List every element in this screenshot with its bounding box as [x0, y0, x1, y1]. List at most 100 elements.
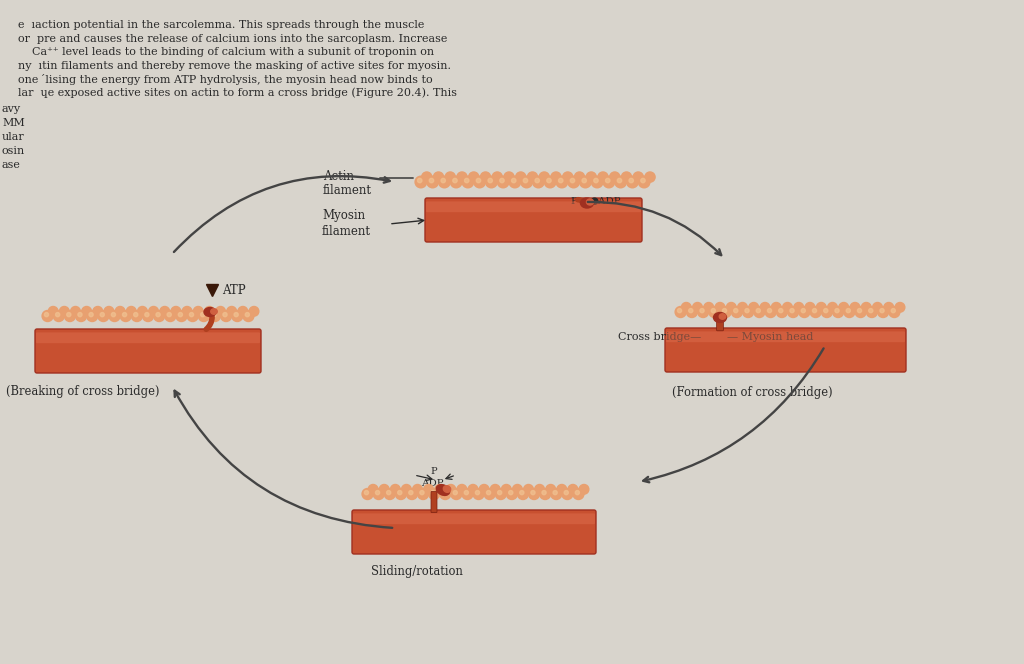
Circle shape [429, 179, 434, 183]
Circle shape [474, 176, 485, 188]
Circle shape [176, 311, 187, 321]
Circle shape [523, 485, 534, 494]
Circle shape [586, 172, 596, 182]
Circle shape [771, 303, 781, 312]
Circle shape [627, 176, 638, 188]
Circle shape [582, 179, 587, 183]
Circle shape [87, 311, 97, 321]
Circle shape [210, 311, 220, 321]
Circle shape [530, 491, 536, 495]
Circle shape [212, 313, 216, 317]
Circle shape [148, 307, 159, 316]
Circle shape [485, 176, 498, 188]
Circle shape [523, 179, 527, 183]
Circle shape [742, 307, 754, 317]
Circle shape [53, 311, 65, 321]
Circle shape [438, 176, 451, 188]
Circle shape [517, 489, 528, 499]
Circle shape [513, 485, 522, 494]
Circle shape [42, 311, 53, 321]
Circle shape [182, 307, 191, 316]
Circle shape [123, 313, 127, 317]
Circle shape [778, 309, 783, 313]
Ellipse shape [204, 307, 216, 317]
Circle shape [540, 172, 549, 182]
Text: — Myosin head: — Myosin head [727, 332, 813, 342]
Circle shape [749, 303, 759, 312]
Text: avy: avy [2, 104, 22, 114]
Circle shape [645, 172, 655, 182]
Circle shape [76, 311, 87, 321]
FancyBboxPatch shape [35, 329, 261, 373]
Circle shape [433, 172, 443, 182]
Circle shape [891, 309, 895, 313]
Circle shape [573, 489, 584, 499]
Circle shape [131, 311, 142, 321]
Circle shape [65, 311, 76, 321]
Circle shape [144, 313, 148, 317]
Circle shape [109, 311, 120, 321]
Circle shape [723, 309, 727, 313]
Circle shape [435, 485, 444, 494]
Circle shape [78, 313, 82, 317]
Circle shape [154, 311, 165, 321]
Circle shape [754, 307, 765, 317]
Circle shape [100, 313, 104, 317]
Circle shape [810, 307, 821, 317]
Circle shape [238, 307, 248, 316]
Circle shape [880, 309, 884, 313]
Circle shape [490, 485, 500, 494]
Circle shape [89, 313, 93, 317]
Circle shape [878, 307, 889, 317]
FancyBboxPatch shape [426, 201, 641, 212]
Circle shape [422, 172, 432, 182]
Circle shape [142, 311, 154, 321]
Circle shape [120, 311, 131, 321]
Circle shape [506, 489, 517, 499]
Circle shape [895, 303, 905, 312]
Circle shape [805, 303, 815, 312]
Circle shape [765, 307, 776, 317]
Circle shape [720, 307, 731, 317]
Text: Cross bridge—: Cross bridge— [618, 332, 701, 342]
Circle shape [442, 491, 446, 495]
Ellipse shape [436, 485, 450, 495]
FancyBboxPatch shape [666, 331, 905, 342]
Circle shape [782, 303, 793, 312]
Circle shape [816, 303, 826, 312]
Circle shape [82, 307, 91, 316]
Circle shape [401, 485, 412, 494]
Text: filament: filament [322, 224, 371, 238]
Circle shape [678, 309, 682, 313]
Circle shape [733, 309, 738, 313]
Circle shape [580, 176, 591, 188]
Circle shape [390, 485, 400, 494]
Circle shape [605, 179, 610, 183]
Text: ATP: ATP [222, 284, 246, 297]
Circle shape [580, 485, 589, 494]
Circle shape [756, 309, 761, 313]
Circle shape [429, 489, 439, 499]
Circle shape [545, 176, 556, 188]
Circle shape [801, 309, 805, 313]
Text: ny  ıtin filaments and thereby remove the masking of active sites for myosin.: ny ıtin filaments and thereby remove the… [18, 60, 451, 70]
Circle shape [570, 179, 574, 183]
Circle shape [844, 307, 855, 317]
Circle shape [220, 311, 231, 321]
FancyBboxPatch shape [352, 510, 596, 554]
Circle shape [453, 179, 457, 183]
Circle shape [521, 176, 532, 188]
Circle shape [67, 313, 71, 317]
Circle shape [821, 307, 833, 317]
Circle shape [884, 303, 894, 312]
Circle shape [622, 172, 632, 182]
Circle shape [535, 179, 540, 183]
Circle shape [551, 489, 562, 499]
Circle shape [178, 313, 182, 317]
Circle shape [488, 179, 493, 183]
Circle shape [171, 307, 180, 316]
Circle shape [468, 485, 478, 494]
Ellipse shape [211, 309, 217, 314]
Circle shape [827, 303, 838, 312]
Circle shape [609, 172, 620, 182]
